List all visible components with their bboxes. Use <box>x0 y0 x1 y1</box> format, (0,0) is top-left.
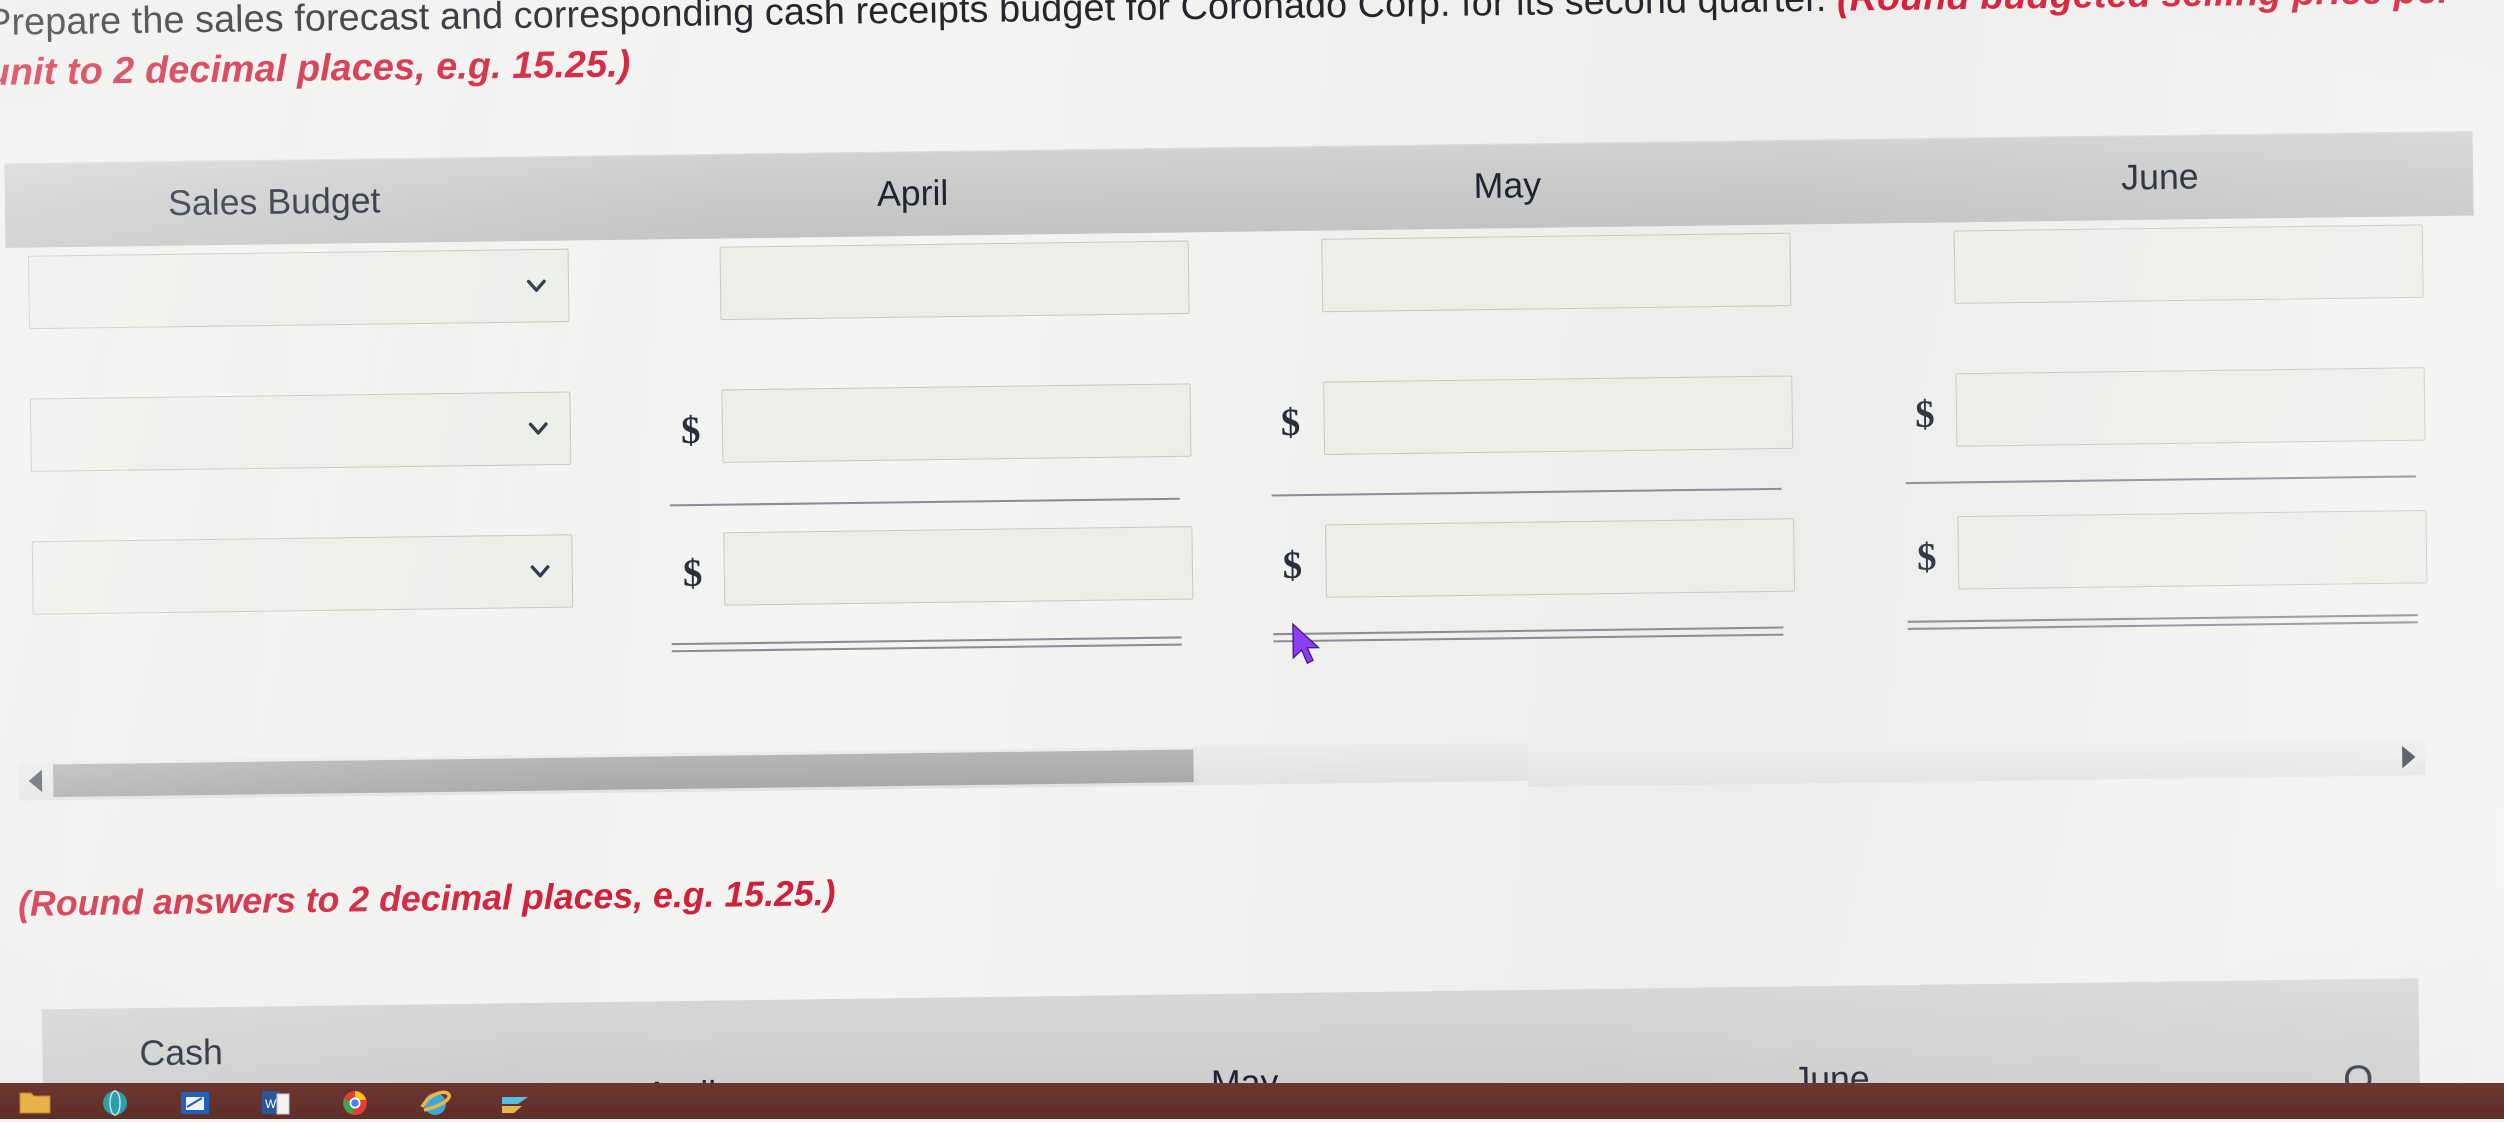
svg-text:W: W <box>265 1097 277 1111</box>
chevron-down-icon <box>526 279 546 292</box>
word-icon[interactable]: W <box>258 1085 292 1117</box>
windows-taskbar[interactable]: W <box>0 1083 2504 1119</box>
row2-april-currency-symbol: $ <box>680 409 701 453</box>
subtotal-rule-june <box>1905 475 2416 485</box>
instruction-black-text: Prepare the sales forecast and correspon… <box>0 0 1838 44</box>
column-header-june: June <box>2120 156 2199 198</box>
column-header-may: May <box>1473 165 1542 207</box>
row1-may-input[interactable] <box>1321 232 1792 313</box>
row2-june-currency-symbol: $ <box>1914 392 1935 437</box>
row1-label-select[interactable] <box>27 248 570 330</box>
total-rule-april <box>671 636 1182 646</box>
row3-june-input[interactable] <box>1957 509 2428 590</box>
chevron-down-icon <box>530 565 550 578</box>
sales-budget-table: Sales Budget April May June <box>4 130 2479 677</box>
cash-collections-line1: Cash <box>139 1032 224 1074</box>
subtotal-rule-april <box>669 497 1180 507</box>
chevron-down-icon <box>528 422 548 435</box>
table-row: $ $ $ <box>9 509 2479 674</box>
chrome-icon[interactable] <box>338 1085 372 1117</box>
total-rule-june <box>1907 614 2418 623</box>
media-icon[interactable] <box>498 1085 532 1117</box>
row3-april-currency-symbol: $ <box>682 551 703 595</box>
row3-may-currency-symbol: $ <box>1282 544 1303 588</box>
row2-label-select[interactable] <box>29 391 572 472</box>
table-row <box>6 224 2476 389</box>
column-header-april: April <box>876 173 949 215</box>
row3-label-select[interactable] <box>31 534 574 615</box>
taskbar-icon-list: W <box>18 1085 532 1117</box>
total-rule-may <box>1273 626 1784 636</box>
scroll-right-arrow-icon[interactable] <box>2402 745 2416 769</box>
row3-may-input[interactable] <box>1324 518 1796 598</box>
scroll-left-arrow-icon[interactable] <box>28 769 43 793</box>
sales-budget-body: $ $ $ <box>5 216 2479 677</box>
row3-june-currency-symbol: $ <box>1916 535 1937 579</box>
row1-june-input[interactable] <box>1953 224 2424 304</box>
round-answers-note: (Round answers to 2 decimal places, e.g.… <box>17 873 836 925</box>
subtotal-rule-may <box>1271 487 1782 497</box>
row2-may-currency-symbol: $ <box>1280 401 1301 445</box>
question-instruction: Prepare the sales forecast and correspon… <box>0 0 2504 97</box>
globe-icon[interactable] <box>98 1085 132 1117</box>
column-header-sales-budget: Sales Budget <box>167 180 381 224</box>
internet-explorer-icon[interactable] <box>418 1085 452 1117</box>
row2-may-input[interactable] <box>1323 375 1794 456</box>
table-row: $ $ $ <box>7 366 2477 531</box>
printer-icon[interactable] <box>178 1085 212 1117</box>
mouse-cursor-icon <box>1292 622 1321 665</box>
row1-april-input[interactable] <box>719 240 1190 321</box>
row2-june-input[interactable] <box>1955 367 2426 447</box>
horizontal-scrollbar[interactable] <box>18 742 1529 801</box>
row2-april-input[interactable] <box>721 383 1192 463</box>
folder-icon[interactable] <box>18 1085 52 1117</box>
row3-april-input[interactable] <box>723 526 1194 606</box>
horizontal-scrollbar-right-segment[interactable] <box>1527 738 2426 787</box>
